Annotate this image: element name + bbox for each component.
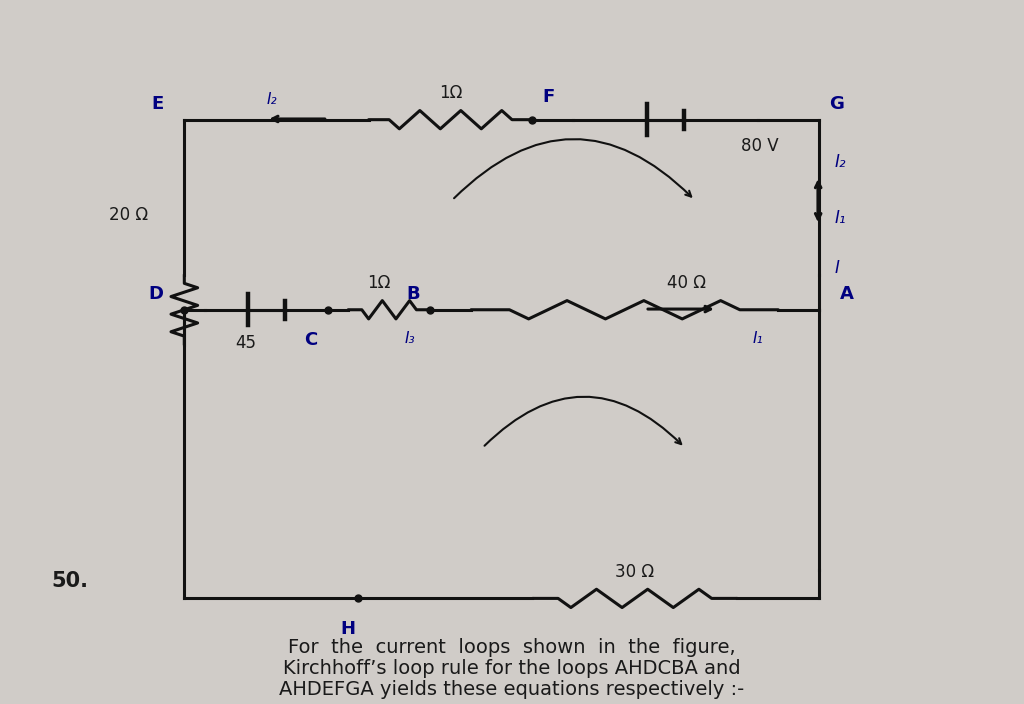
Text: B: B bbox=[407, 284, 420, 303]
Text: I₁: I₁ bbox=[835, 209, 846, 227]
Text: For  the  current  loops  shown  in  the  figure,: For the current loops shown in the figur… bbox=[288, 639, 736, 657]
Text: 30 Ω: 30 Ω bbox=[615, 562, 654, 581]
Text: C: C bbox=[304, 331, 317, 349]
Text: H: H bbox=[341, 620, 355, 638]
Text: 1Ω: 1Ω bbox=[439, 84, 462, 102]
Text: 50.: 50. bbox=[51, 572, 88, 591]
Text: I₁: I₁ bbox=[753, 331, 763, 346]
Text: 1Ω: 1Ω bbox=[368, 274, 390, 292]
Text: I₃: I₃ bbox=[404, 331, 415, 346]
Text: 20 Ω: 20 Ω bbox=[110, 206, 148, 224]
Text: AHDEFGA yields these equations respectively :-: AHDEFGA yields these equations respectiv… bbox=[280, 681, 744, 699]
Text: 45: 45 bbox=[236, 334, 257, 353]
Text: A: A bbox=[840, 284, 854, 303]
Text: F: F bbox=[543, 87, 555, 106]
Text: 80 V: 80 V bbox=[740, 137, 778, 156]
Text: I: I bbox=[835, 258, 840, 277]
Text: E: E bbox=[152, 94, 164, 113]
Text: Kirchhoff’s loop rule for the loops AHDCBA and: Kirchhoff’s loop rule for the loops AHDC… bbox=[284, 660, 740, 678]
Text: I₂: I₂ bbox=[835, 153, 846, 171]
Text: G: G bbox=[829, 94, 845, 113]
Text: D: D bbox=[148, 284, 164, 303]
Text: I₂: I₂ bbox=[266, 92, 276, 107]
Text: 40 Ω: 40 Ω bbox=[667, 274, 706, 292]
